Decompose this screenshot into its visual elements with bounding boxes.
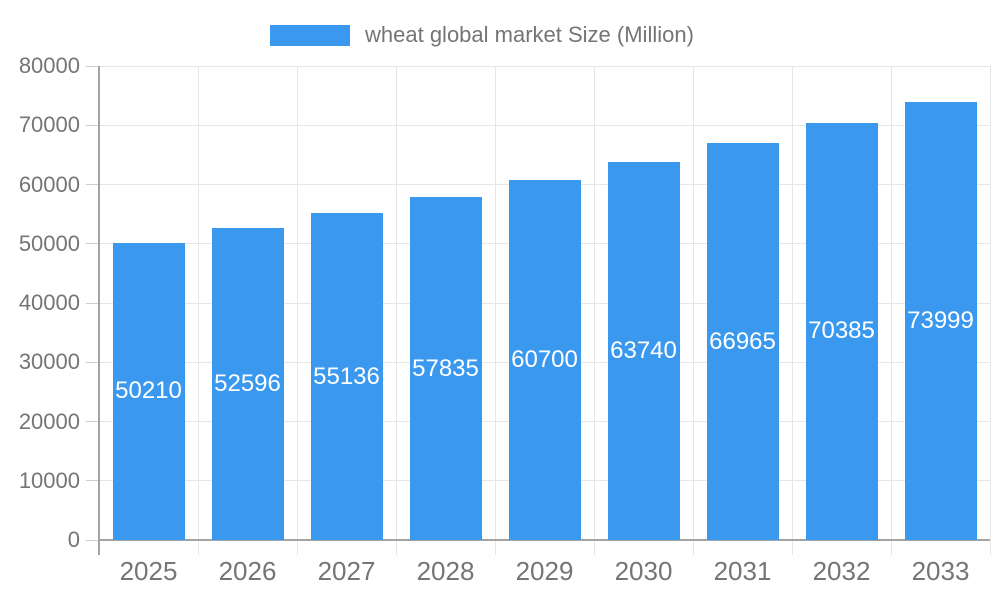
bar-value-label: 70385 xyxy=(808,317,875,345)
y-gridline xyxy=(99,65,990,67)
bar-2025[interactable]: 50210 xyxy=(112,242,185,540)
x-gridline xyxy=(197,66,199,555)
x-axis-label-2033: 2033 xyxy=(911,556,970,586)
y-axis-label: 60000 xyxy=(18,171,80,197)
bar-value-label: 52596 xyxy=(214,370,281,398)
bar-2028[interactable]: 57835 xyxy=(409,197,482,540)
x-gridline xyxy=(395,66,397,555)
x-axis-label-2027: 2027 xyxy=(317,556,376,586)
y-axis-label: 0 xyxy=(67,527,80,552)
y-tick xyxy=(86,243,99,245)
x-axis-label-2028: 2028 xyxy=(416,556,475,586)
y-axis-label: 10000 xyxy=(18,467,80,493)
x-gridline xyxy=(296,66,298,555)
bar-value-label: 66965 xyxy=(709,327,776,355)
y-tick xyxy=(86,65,99,67)
y-tick xyxy=(86,124,99,126)
y-axis-label: 50000 xyxy=(18,230,80,256)
bar-2026[interactable]: 52596 xyxy=(211,228,284,540)
bar-2029[interactable]: 60700 xyxy=(508,180,581,540)
legend[interactable]: wheat global market Size (Million) xyxy=(270,22,694,47)
bar-value-label: 73999 xyxy=(907,306,974,334)
bar-value-label: 55136 xyxy=(313,362,380,390)
x-gridline xyxy=(692,66,694,555)
bar-2027[interactable]: 55136 xyxy=(310,213,383,540)
x-gridline xyxy=(494,66,496,555)
legend-swatch xyxy=(270,24,350,46)
x-axis-line xyxy=(99,539,990,541)
bar-value-label: 57835 xyxy=(412,354,479,382)
x-axis-label-2029: 2029 xyxy=(515,556,574,586)
y-axis-line xyxy=(98,66,100,555)
x-gridline xyxy=(989,66,991,555)
y-tick xyxy=(86,480,99,482)
y-axis-label: 40000 xyxy=(18,290,80,315)
x-gridline xyxy=(890,66,892,555)
y-axis-label: 70000 xyxy=(18,112,80,138)
y-axis-label: 30000 xyxy=(18,349,80,375)
x-axis-label-2026: 2026 xyxy=(218,556,277,586)
bar-2033[interactable]: 73999 xyxy=(904,101,977,540)
y-tick xyxy=(86,302,99,304)
x-axis-label-2031: 2031 xyxy=(713,556,772,586)
bar-value-label: 60700 xyxy=(511,346,578,374)
bar-2030[interactable]: 63740 xyxy=(607,162,680,540)
y-tick xyxy=(86,421,99,422)
x-axis-label-2030: 2030 xyxy=(614,556,673,586)
y-axis-label: 80000 xyxy=(18,53,80,78)
legend-label: wheat global market Size (Million) xyxy=(365,22,694,47)
bar-value-label: 63740 xyxy=(610,337,677,365)
bar-value-label: 50210 xyxy=(115,377,182,405)
y-tick xyxy=(86,184,99,185)
y-axis-label: 20000 xyxy=(18,408,80,434)
x-axis-label-2025: 2025 xyxy=(119,556,178,586)
y-gridline xyxy=(99,124,990,126)
x-gridline xyxy=(593,66,595,555)
y-tick xyxy=(86,539,99,541)
bar-2031[interactable]: 66965 xyxy=(706,143,779,540)
y-tick xyxy=(86,361,99,363)
x-axis-label-2032: 2032 xyxy=(812,556,871,586)
x-gridline xyxy=(791,66,793,555)
bar-2032[interactable]: 70385 xyxy=(805,122,878,540)
